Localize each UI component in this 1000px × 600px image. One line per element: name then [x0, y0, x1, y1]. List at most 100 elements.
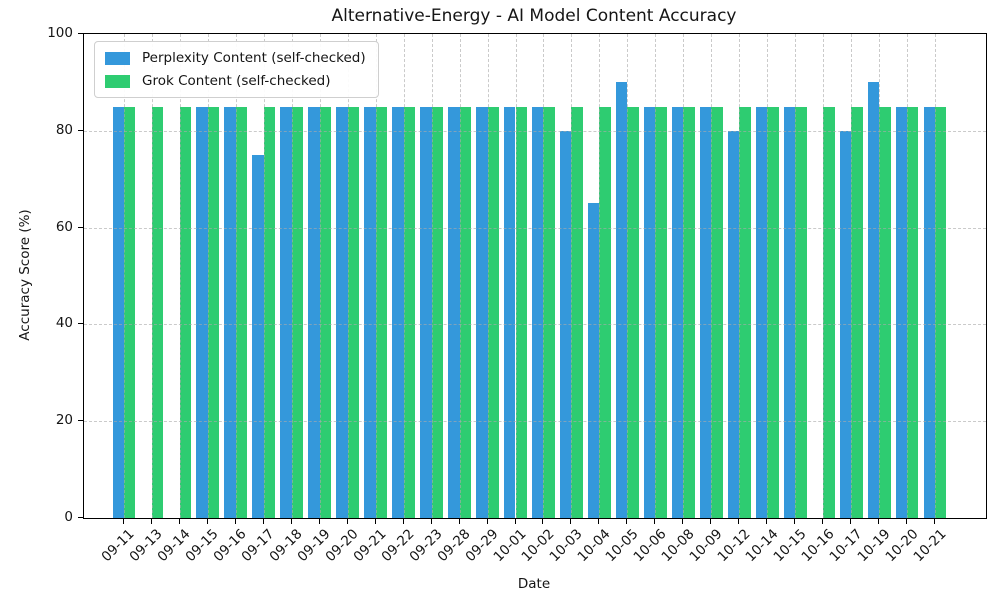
bar-perplexity-09-11 — [112, 106, 124, 518]
bar-grok-09-20 — [347, 106, 359, 518]
bar-grok-10-04 — [599, 106, 611, 518]
bars-layer — [84, 34, 986, 518]
y-tick-label-80: 80 — [55, 121, 73, 138]
x-tick-mark-10-01 — [514, 518, 516, 524]
bar-grok-09-13 — [151, 106, 163, 518]
x-tick-mark-10-04 — [598, 518, 600, 524]
x-tick-mark-09-17 — [262, 518, 264, 524]
bar-perplexity-10-05 — [616, 82, 628, 518]
bar-grok-09-15 — [207, 106, 219, 518]
x-tick-mark-09-20 — [346, 518, 348, 524]
bar-perplexity-09-16 — [224, 106, 236, 518]
bar-grok-10-05 — [627, 106, 639, 518]
grok-color-swatch — [105, 74, 130, 88]
x-tick-mark-09-16 — [234, 518, 236, 524]
x-tick-mark-10-15 — [794, 518, 796, 524]
bar-perplexity-10-02 — [532, 106, 544, 518]
x-tick-mark-09-23 — [430, 518, 432, 524]
bar-perplexity-09-18 — [280, 106, 292, 518]
bar-grok-09-29 — [487, 106, 499, 518]
bar-grok-10-15 — [795, 106, 807, 518]
bar-perplexity-09-23 — [420, 106, 432, 518]
y-tick-mark-100 — [78, 33, 83, 34]
bar-grok-09-22 — [403, 106, 415, 518]
x-tick-mark-09-29 — [486, 518, 488, 524]
bar-grok-09-19 — [319, 106, 331, 518]
bar-grok-09-14 — [179, 106, 191, 518]
x-tick-mark-10-09 — [710, 518, 712, 524]
bar-grok-10-16 — [823, 106, 835, 518]
bar-grok-10-02 — [543, 106, 555, 518]
legend-item-perplexity: Perplexity Content (self-checked) — [105, 50, 366, 66]
x-tick-mark-10-02 — [542, 518, 544, 524]
x-axis-label: Date — [517, 576, 551, 592]
x-tick-mark-10-20 — [906, 518, 908, 524]
y-tick-mark-20 — [78, 420, 83, 422]
bar-perplexity-10-19 — [868, 82, 880, 518]
bar-grok-10-01 — [515, 106, 527, 518]
y-tick-mark-80 — [78, 129, 83, 131]
x-tick-mark-10-17 — [850, 518, 852, 524]
bar-grok-09-18 — [291, 106, 303, 518]
bar-perplexity-10-14 — [756, 106, 768, 518]
bar-perplexity-09-15 — [196, 106, 208, 518]
x-tick-mark-10-05 — [626, 518, 628, 524]
bar-perplexity-10-20 — [896, 106, 908, 518]
x-tick-mark-10-08 — [682, 518, 684, 524]
bar-grok-10-03 — [571, 106, 583, 518]
x-tick-mark-10-06 — [654, 518, 656, 524]
bar-grok-10-08 — [683, 106, 695, 518]
bar-perplexity-09-17 — [252, 155, 264, 518]
x-tick-mark-09-19 — [318, 518, 320, 524]
bar-perplexity-10-09 — [700, 106, 712, 518]
bar-grok-10-06 — [655, 106, 667, 518]
legend: Perplexity Content (self-checked) Grok C… — [94, 41, 379, 98]
bar-perplexity-09-22 — [392, 106, 404, 518]
bar-perplexity-09-21 — [364, 106, 376, 518]
y-tick-mark-0 — [78, 517, 83, 518]
bar-perplexity-10-04 — [588, 203, 600, 518]
bar-grok-10-12 — [739, 106, 751, 518]
bar-perplexity-09-20 — [336, 106, 348, 518]
bar-grok-09-28 — [459, 106, 471, 518]
x-tick-mark-09-18 — [290, 518, 292, 524]
bar-grok-09-11 — [123, 106, 135, 518]
bar-perplexity-10-17 — [840, 130, 852, 518]
legend-label-perplexity: Perplexity Content (self-checked) — [142, 50, 366, 66]
x-tick-mark-10-03 — [570, 518, 572, 524]
bar-grok-09-23 — [431, 106, 443, 518]
bar-perplexity-10-01 — [504, 106, 516, 518]
bar-perplexity-10-06 — [644, 106, 656, 518]
x-tick-mark-10-14 — [766, 518, 768, 524]
bar-grok-10-21 — [935, 106, 947, 518]
bar-perplexity-10-03 — [560, 130, 572, 518]
x-tick-mark-09-13 — [150, 518, 152, 524]
legend-item-grok: Grok Content (self-checked) — [105, 73, 366, 89]
chart-title: Alternative-Energy - AI Model Content Ac… — [331, 6, 737, 26]
bar-grok-09-21 — [375, 106, 387, 518]
x-tick-mark-09-22 — [402, 518, 404, 524]
y-tick-label-100: 100 — [47, 25, 73, 41]
y-tick-label-60: 60 — [55, 218, 73, 235]
bar-perplexity-10-15 — [784, 106, 796, 518]
bar-grok-10-20 — [907, 106, 919, 518]
x-tick-mark-10-21 — [934, 518, 936, 524]
bar-grok-09-17 — [263, 106, 275, 518]
y-tick-label-0: 0 — [64, 509, 73, 525]
perplexity-color-swatch — [105, 51, 130, 65]
bar-grok-09-16 — [235, 106, 247, 518]
x-tick-mark-09-28 — [458, 518, 460, 524]
y-tick-mark-60 — [78, 226, 83, 228]
bar-grok-10-19 — [879, 106, 891, 518]
bar-grok-10-09 — [711, 106, 723, 518]
legend-label-grok: Grok Content (self-checked) — [142, 73, 331, 89]
x-tick-mark-10-16 — [822, 518, 824, 524]
y-tick-mark-40 — [78, 323, 83, 325]
bar-grok-10-17 — [851, 106, 863, 518]
x-tick-mark-09-11 — [122, 518, 124, 524]
bar-perplexity-09-19 — [308, 106, 320, 518]
x-tick-mark-10-19 — [878, 518, 880, 524]
bar-perplexity-09-28 — [448, 106, 460, 518]
bar-perplexity-10-12 — [728, 130, 740, 518]
